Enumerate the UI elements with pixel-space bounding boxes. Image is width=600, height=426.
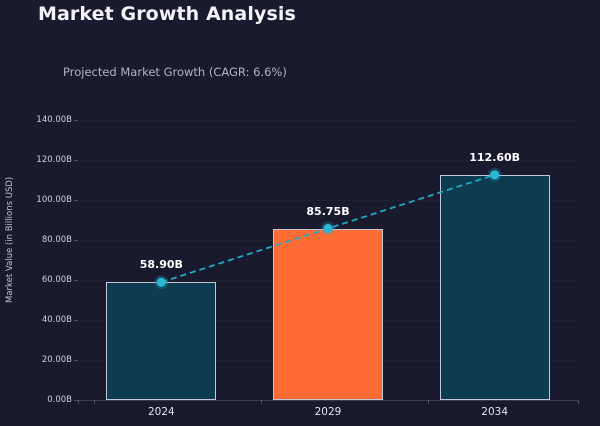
y-axis-tickmark: [74, 280, 78, 281]
x-axis-tickmark: [94, 400, 96, 404]
y-axis-tick-label: 20.00B: [41, 355, 72, 365]
x-axis-line: [78, 400, 578, 401]
x-axis-tick-label: 2029: [314, 406, 342, 418]
y-axis-tickmark: [74, 160, 78, 161]
y-axis-tick-label: 100.00B: [36, 195, 72, 205]
bar[interactable]: [273, 228, 383, 400]
y-axis-tick-labels: 0.00B 20.00B 40.00B 60.00B 80.00B 100.00B 120.…: [0, 0, 72, 426]
x-axis-tickmark: [78, 400, 79, 404]
y-axis-tickmark: [74, 320, 78, 321]
y-axis-tick-label: 40.00B: [41, 315, 72, 325]
y-axis-tick-label: 120.00B: [36, 155, 72, 165]
y-axis-tick-label: 0.00B: [47, 395, 72, 405]
bar[interactable]: [106, 282, 217, 400]
bar-value-label: 112.60B: [469, 150, 521, 164]
bar[interactable]: [439, 174, 550, 400]
chart-title: Market Growth Analysis: [38, 3, 296, 25]
y-axis-tick-label: 80.00B: [41, 235, 72, 245]
y-axis-tickmark: [74, 200, 78, 201]
chart-subtitle: Projected Market Growth (CAGR: 6.6%): [63, 65, 287, 79]
y-axis-tickmark: [74, 120, 78, 121]
x-axis-tickmark: [578, 400, 579, 404]
bar-value-label: 58.90B: [139, 258, 183, 272]
y-axis-tickmark: [74, 240, 78, 241]
y-axis-tickmark: [74, 360, 78, 361]
x-axis-tick-label: 2024: [147, 406, 175, 418]
x-axis-tickmark: [427, 400, 429, 404]
gridline: [78, 120, 578, 121]
x-axis-tickmark: [261, 400, 262, 404]
bar-value-label: 85.75B: [306, 204, 350, 218]
y-axis-tickmark: [74, 400, 78, 401]
y-axis-tick-label: 60.00B: [41, 275, 72, 285]
y-axis-tick-label: 140.00B: [36, 115, 72, 125]
x-axis-tick-label: 2034: [481, 406, 509, 418]
